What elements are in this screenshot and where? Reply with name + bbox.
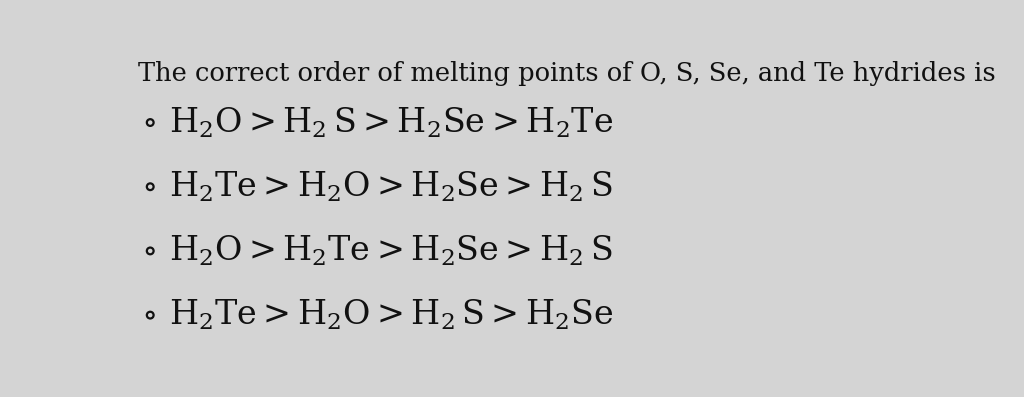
Text: The correct order of melting points of O, S, Se, and Te hydrides is: The correct order of melting points of O… <box>137 62 995 87</box>
Text: $\mathregular{H_2O > H_2Te > H_2Se > H_2\,S}$: $\mathregular{H_2O > H_2Te > H_2Se > H_2… <box>169 234 612 268</box>
Text: $\mathregular{H_2Te > H_2O > H_2Se > H_2\,S}$: $\mathregular{H_2Te > H_2O > H_2Se > H_2… <box>169 170 612 204</box>
Text: $\mathregular{H_2Te > H_2O > H_2\,S > H_2Se}$: $\mathregular{H_2Te > H_2O > H_2\,S > H_… <box>169 298 613 332</box>
Text: $\mathregular{H_2O > H_2\,S > H_2Se > H_2Te}$: $\mathregular{H_2O > H_2\,S > H_2Se > H_… <box>169 105 613 140</box>
